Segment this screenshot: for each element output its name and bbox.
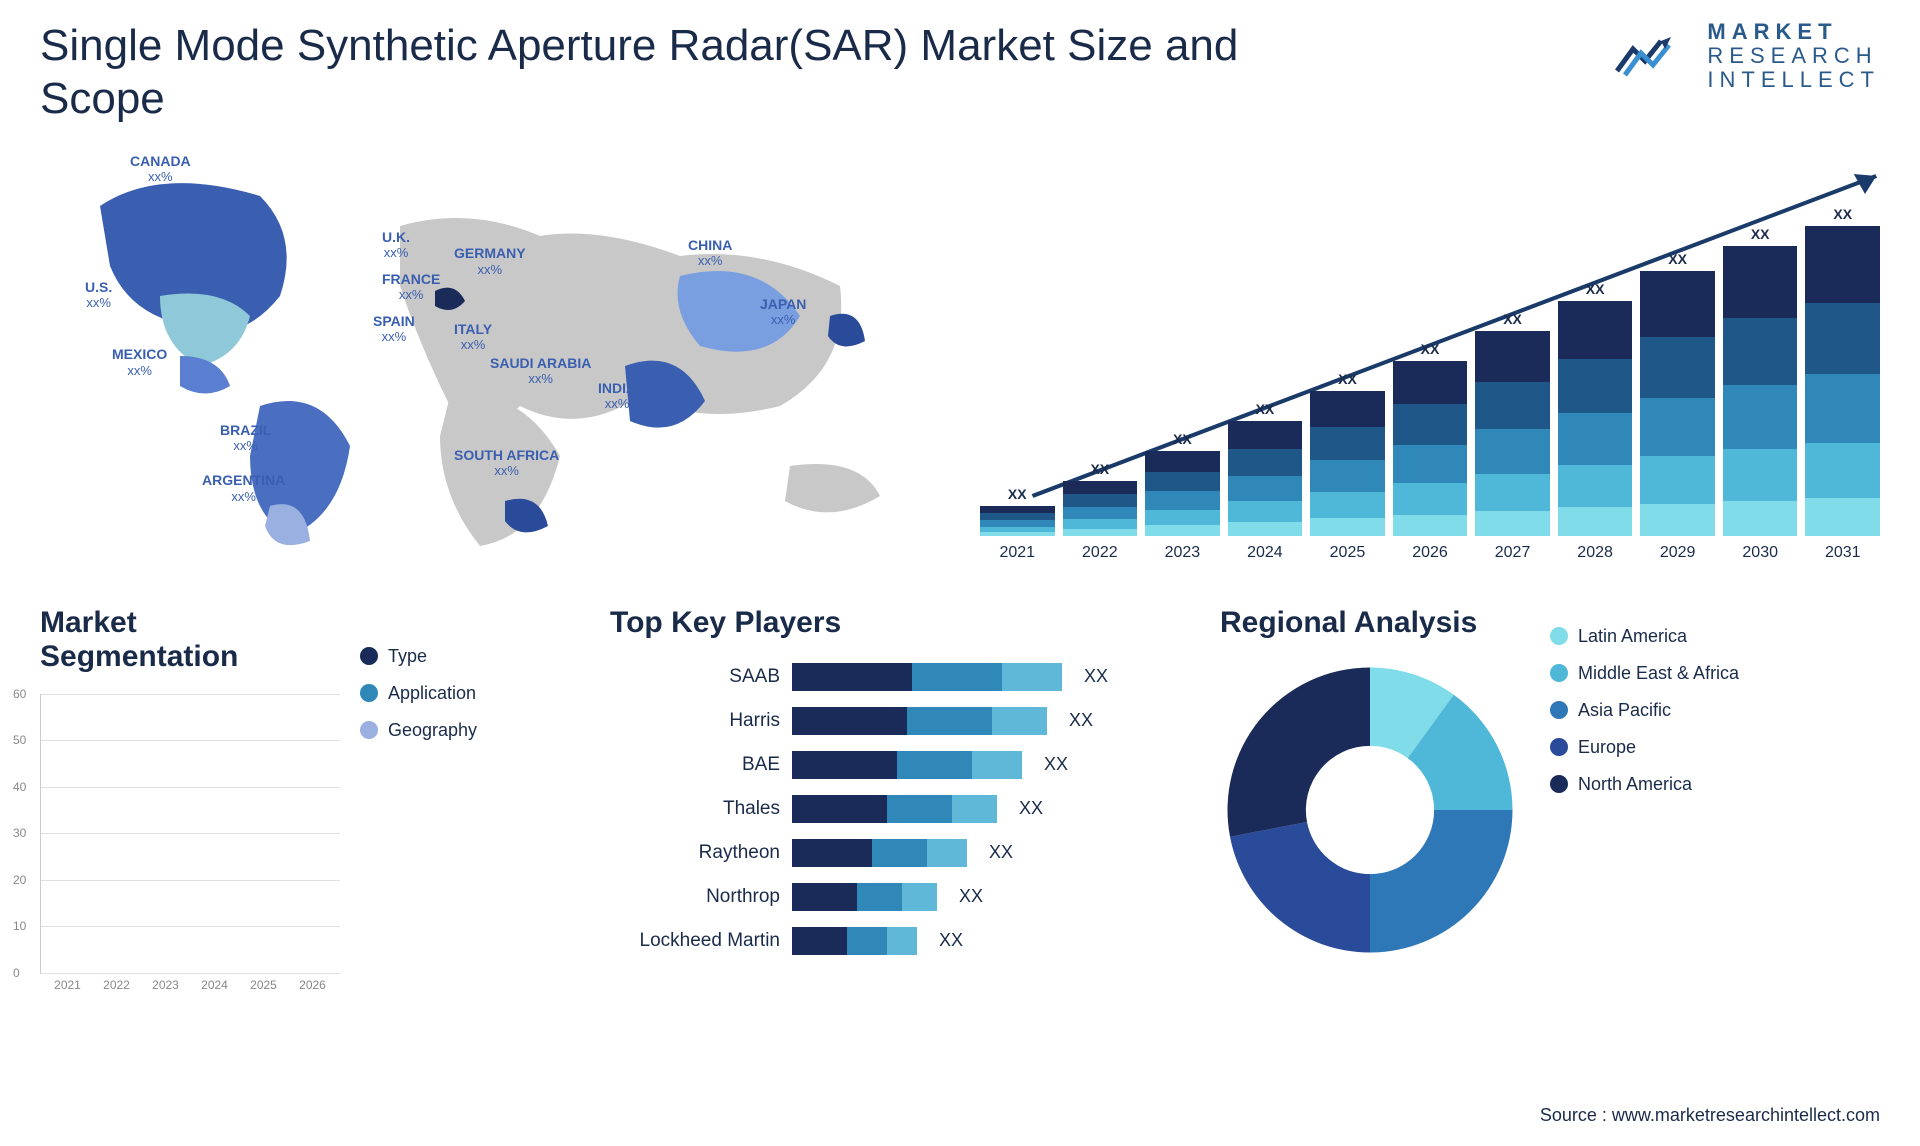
map-label-canada: CANADAxx% — [130, 154, 191, 185]
page-title: Single Mode Synthetic Aperture Radar(SAR… — [40, 20, 1240, 126]
map-label-mexico: MEXICOxx% — [112, 347, 167, 378]
region-legend-latinamerica: Latin America — [1550, 626, 1739, 647]
logo-icon — [1615, 31, 1695, 81]
growth-bar-2027: XX2027 — [1475, 311, 1550, 536]
map-label-france: FRANCExx% — [382, 272, 440, 303]
growth-bar-2025: XX2025 — [1310, 371, 1385, 536]
segmentation-title: Market Segmentation — [40, 606, 340, 674]
map-label-italy: ITALYxx% — [454, 322, 492, 353]
growth-bar-2021: XX2021 — [980, 486, 1055, 536]
map-label-india: INDIAxx% — [598, 381, 636, 412]
regional-donut-chart — [1220, 660, 1520, 960]
players-chart: SAABXX HarrisXX BAEXX ThalesXX RaytheonXX Nor… — [610, 660, 1190, 958]
growth-bar-2031: XX2031 — [1805, 206, 1880, 536]
player-row-bae: BAEXX — [610, 748, 1190, 782]
seg-legend-application: Application — [360, 683, 580, 704]
growth-bar-2029: XX2029 — [1640, 251, 1715, 536]
logo-text: MARKET RESEARCH INTELLECT — [1707, 20, 1880, 93]
map-label-saudiarabia: SAUDI ARABIAxx% — [490, 356, 591, 387]
growth-bar-2030: XX2030 — [1723, 226, 1798, 536]
regional-legend: Latin America Middle East & Africa Asia Pa… — [1550, 606, 1739, 811]
region-legend-asiapacific: Asia Pacific — [1550, 700, 1739, 721]
map-label-germany: GERMANYxx% — [454, 246, 526, 277]
player-row-thales: ThalesXX — [610, 792, 1190, 826]
map-label-uk: U.K.xx% — [382, 230, 410, 261]
players-title: Top Key Players — [610, 606, 1190, 640]
map-label-spain: SPAINxx% — [373, 314, 415, 345]
map-label-brazil: BRAZILxx% — [220, 423, 271, 454]
donut-seg-europe — [1230, 822, 1370, 952]
map-label-japan: JAPANxx% — [760, 297, 806, 328]
growth-bar-2024: XX2024 — [1228, 401, 1303, 536]
growth-bar-chart: XX2021XX2022XX2023XX2024XX2025XX2026XX20… — [980, 146, 1880, 566]
player-row-harris: HarrisXX — [610, 704, 1190, 738]
map-label-argentina: ARGENTINAxx% — [202, 473, 285, 504]
segmentation-legend: Type Application Geography — [360, 606, 580, 1006]
player-row-raytheon: RaytheonXX — [610, 836, 1190, 870]
seg-legend-geography: Geography — [360, 720, 580, 741]
player-row-lockheedmartin: Lockheed MartinXX — [610, 924, 1190, 958]
player-row-saab: SAABXX — [610, 660, 1190, 694]
region-legend-europe: Europe — [1550, 737, 1739, 758]
donut-seg-asiapacific — [1370, 810, 1513, 953]
player-row-northrop: NorthropXX — [610, 880, 1190, 914]
growth-bar-2022: XX2022 — [1063, 461, 1138, 536]
growth-bar-2028: XX2028 — [1558, 281, 1633, 536]
source-attribution: Source : www.marketresearchintellect.com — [1540, 1105, 1880, 1126]
map-label-china: CHINAxx% — [688, 238, 732, 269]
growth-bar-2023: XX2023 — [1145, 431, 1220, 536]
donut-seg-northamerica — [1228, 667, 1371, 836]
brand-logo: MARKET RESEARCH INTELLECT — [1615, 20, 1880, 93]
region-legend-middleeastafrica: Middle East & Africa — [1550, 663, 1739, 684]
regional-title: Regional Analysis — [1220, 606, 1520, 640]
map-label-us: U.S.xx% — [85, 280, 112, 311]
map-label-southafrica: SOUTH AFRICAxx% — [454, 448, 559, 479]
seg-legend-type: Type — [360, 646, 580, 667]
world-map: CANADAxx% U.S.xx% MEXICOxx% BRAZILxx% ARGENT… — [40, 146, 940, 566]
growth-bar-2026: XX2026 — [1393, 341, 1468, 536]
segmentation-chart: 0102030405060 — [40, 694, 340, 974]
region-legend-northamerica: North America — [1550, 774, 1739, 795]
